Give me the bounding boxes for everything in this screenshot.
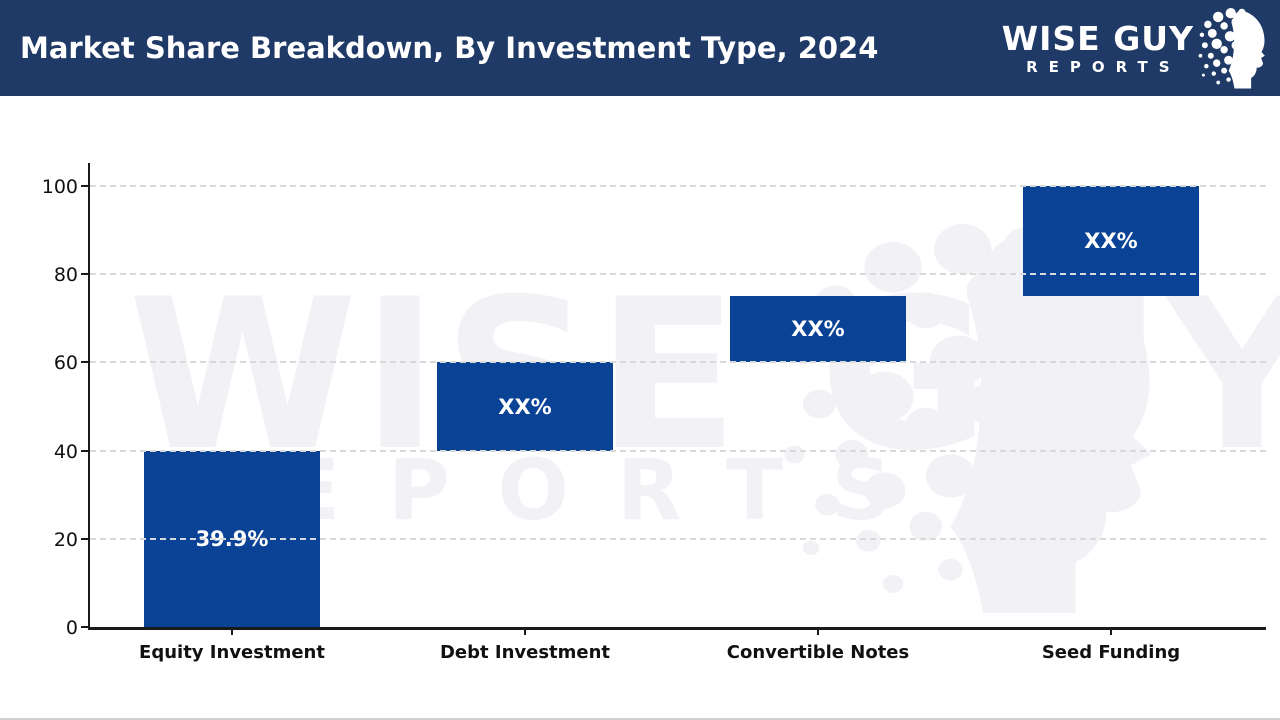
x-axis-label-debt-investment: Debt Investment [439, 642, 611, 663]
wise-guy-logo: WISE GUY REPORTS [1002, 5, 1270, 93]
plot-area: 0 20 40 60 80 100 39.9% Equity Investment XX% Deb… [42, 163, 1266, 663]
y-tick-mark [81, 273, 88, 276]
y-axis-tick-label: 0 [65, 617, 78, 639]
y-axis-tick-label: 40 [53, 440, 78, 463]
y-axis-tick-label: 100 [41, 176, 78, 199]
chart-area: WISE GUY REPORTS 0 20 40 60 80 100 39.9% Equity… [0, 96, 1280, 718]
y-tick-mark [81, 185, 88, 188]
x-tick-mark [231, 627, 233, 635]
bar-value-label: XX% [498, 394, 552, 419]
logo-text: WISE GUY REPORTS [1002, 22, 1194, 76]
bar-value-label: XX% [791, 317, 845, 342]
logo-subtext: REPORTS [1026, 57, 1181, 76]
y-axis-tick-label: 20 [53, 528, 78, 551]
bar-value-label: XX% [1084, 229, 1138, 254]
gridline-20 [90, 537, 1266, 540]
header: Market Share Breakdown, By Investment Ty… [0, 0, 1280, 96]
gridline-100 [90, 185, 1266, 188]
bar-convertible-notes: XX% [730, 296, 906, 363]
bar-seed-funding: XX% [1023, 186, 1199, 297]
logo-wordmark: WISE GUY [1001, 19, 1194, 59]
x-tick-mark [1110, 627, 1112, 635]
x-axis-label-equity-investment: Equity Investment [139, 642, 325, 663]
y-axis-tick-label: 60 [53, 352, 78, 375]
y-tick-mark [81, 449, 88, 452]
gridline-80 [90, 273, 1266, 276]
bottom-border [0, 718, 1280, 720]
gridline-40 [90, 449, 1266, 452]
x-axis-label-seed-funding: Seed Funding [1041, 642, 1181, 663]
page-title: Market Share Breakdown, By Investment Ty… [20, 31, 879, 65]
y-tick-mark [81, 361, 88, 364]
x-tick-mark [817, 627, 819, 635]
x-axis-label-convertible-notes: Convertible Notes [726, 642, 910, 663]
x-tick-mark [524, 627, 526, 635]
y-axis-tick-label: 80 [53, 264, 78, 287]
gridline-60 [90, 361, 1266, 364]
logo-face-icon [1196, 8, 1270, 90]
y-tick-mark [81, 537, 88, 540]
y-tick-mark [81, 626, 88, 628]
bar-debt-investment: XX% [437, 362, 613, 452]
